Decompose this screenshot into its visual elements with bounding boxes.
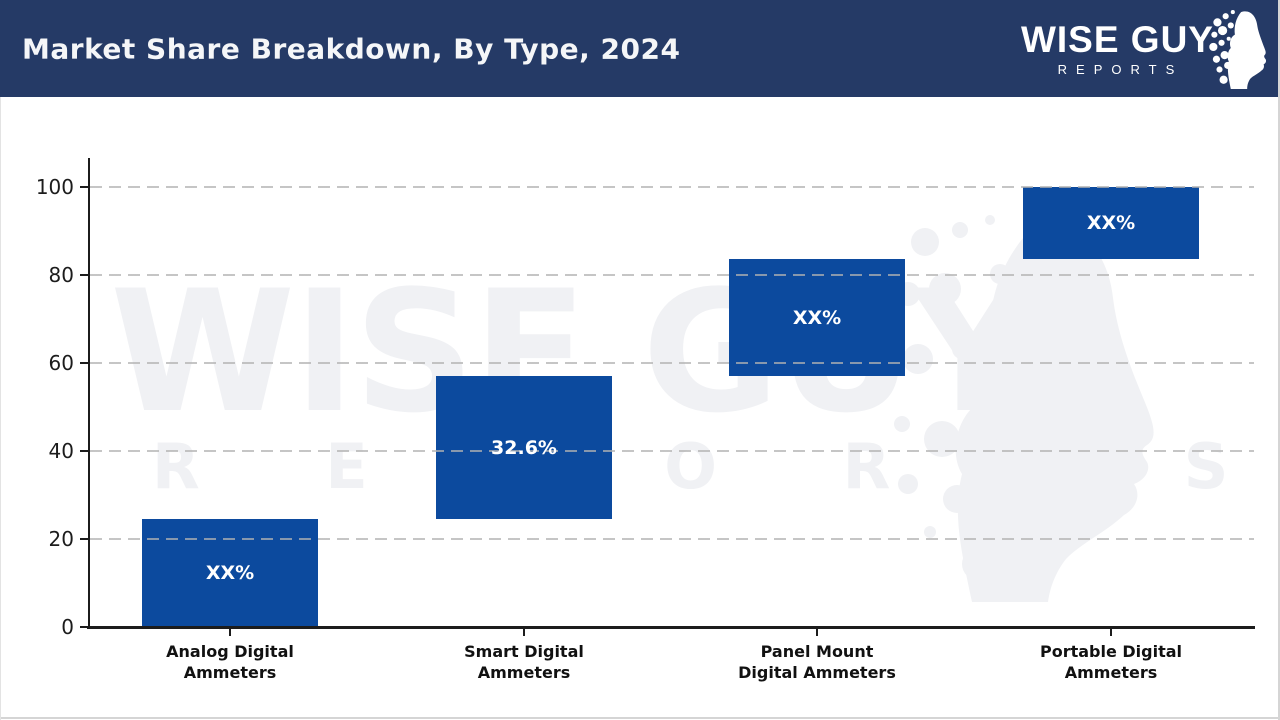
x-tick-label: Analog Digital Ammeters bbox=[166, 642, 294, 682]
logo-wordmark: WISE GUY bbox=[1020, 18, 1214, 60]
x-tick-mark bbox=[523, 629, 525, 636]
y-tick-label: 40 bbox=[48, 439, 74, 464]
gridline-y-80 bbox=[90, 274, 1254, 277]
y-tick-label: 20 bbox=[48, 527, 74, 552]
page-border-left bbox=[0, 97, 1, 720]
logo-text: WISE GUY REPORTS bbox=[1021, 21, 1214, 77]
x-tick-label: Panel Mount Digital Ammeters bbox=[738, 642, 896, 682]
y-tick-mark bbox=[80, 274, 88, 277]
y-tick-mark bbox=[80, 186, 88, 189]
x-tick-mark bbox=[816, 629, 818, 636]
bar-value-label: XX% bbox=[205, 562, 255, 585]
bar-segment bbox=[142, 519, 318, 628]
y-tick-mark bbox=[80, 362, 88, 365]
bar-segment bbox=[436, 375, 612, 520]
bar-segment bbox=[1023, 187, 1199, 260]
bar-value-label: XX% bbox=[1086, 212, 1136, 235]
y-tick-label: 80 bbox=[48, 263, 74, 288]
page-border-right bbox=[1278, 0, 1280, 720]
gridline-y-40 bbox=[90, 450, 1254, 453]
watermark-head-icon bbox=[894, 215, 1154, 602]
gridline-y-20 bbox=[90, 538, 1254, 541]
y-axis-line bbox=[88, 158, 90, 628]
y-tick-label: 100 bbox=[35, 175, 74, 200]
x-tick-label: Portable Digital Ammeters bbox=[1039, 642, 1183, 682]
y-tick-mark bbox=[80, 538, 88, 541]
y-tick-mark bbox=[80, 450, 88, 453]
chart-title: Market Share Breakdown, By Type, 2024 bbox=[22, 32, 681, 65]
logo-head-icon bbox=[1209, 9, 1267, 89]
y-tick-label: 0 bbox=[61, 615, 74, 640]
header: Market Share Breakdown, By Type, 2024 WI… bbox=[0, 0, 1280, 97]
bar-value-label: XX% bbox=[792, 306, 842, 329]
gridline-y-100 bbox=[90, 186, 1254, 189]
x-tick-mark bbox=[229, 629, 231, 636]
logo: WISE GUY REPORTS bbox=[1021, 6, 1272, 91]
logo-subtext: REPORTS bbox=[1057, 61, 1184, 77]
y-tick-mark bbox=[80, 626, 88, 629]
y-tick-label: 60 bbox=[48, 351, 74, 376]
bar-segment bbox=[729, 259, 905, 376]
x-tick-mark bbox=[1110, 629, 1112, 636]
page-border-bottom bbox=[0, 717, 1280, 719]
bar-value-label: 32.6% bbox=[491, 436, 557, 459]
x-axis-line bbox=[87, 626, 1255, 629]
gridline-y-60 bbox=[90, 362, 1254, 365]
x-tick-label: Smart Digital Ammeters bbox=[464, 642, 584, 682]
